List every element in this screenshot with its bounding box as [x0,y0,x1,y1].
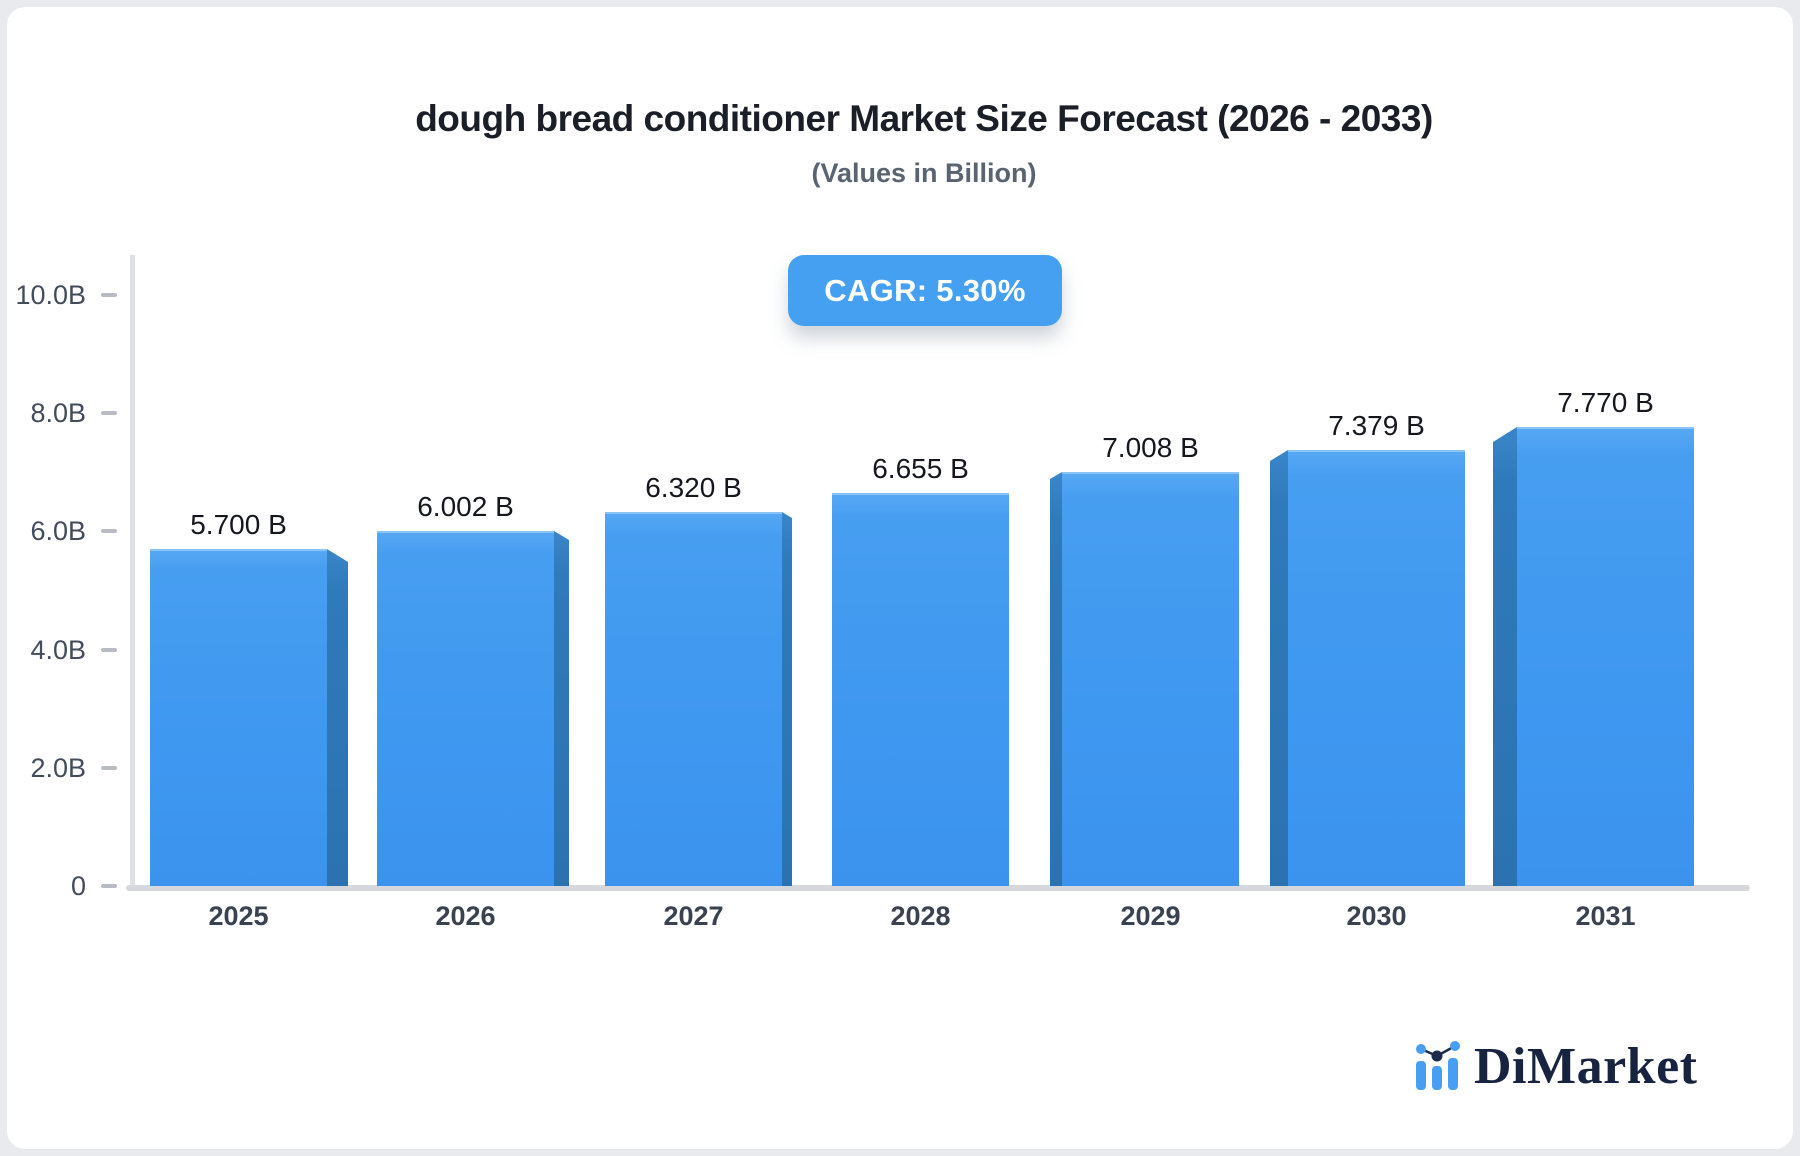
bar-value-label: 7.770 B [1557,387,1654,418]
y-axis-tick [101,884,117,888]
x-axis-label: 2030 [1346,901,1407,931]
y-axis-line [130,255,135,886]
x-axis-label: 2031 [1575,901,1636,931]
x-axis-label: 2028 [890,901,951,931]
y-axis-tick [101,411,117,415]
y-axis-label: 4.0B [30,635,86,665]
bar-2025 [150,549,327,886]
bar-2027 [605,512,782,886]
bar-2030 [1288,450,1465,886]
bar-value-label: 6.320 B [645,472,742,503]
bar-value-label: 5.700 B [190,509,287,540]
bar-2028 [832,493,1009,886]
brand-name: DiMarket [1474,1037,1698,1095]
bar-value-label: 6.002 B [417,491,514,522]
bar-value-label: 7.379 B [1328,410,1425,441]
y-axis-label: 2.0B [30,753,86,783]
y-axis-label: 0 [70,871,86,901]
bar-3d-side-2031 [1493,427,1517,886]
x-axis-label: 2026 [435,901,496,931]
bar-3d-side-2027 [782,512,792,886]
y-axis-tick [101,766,117,770]
x-axis-label: 2029 [1120,901,1181,931]
brand-logo[interactable]: DiMarket [1414,1036,1697,1096]
bar-value-label: 6.655 B [872,453,969,484]
bar-2031 [1517,427,1694,886]
y-axis-tick [101,529,117,533]
x-axis-label: 2027 [663,901,724,931]
cagr-badge: CAGR: 5.30% [788,255,1062,326]
chart-subtitle: (Values in Billion) [811,158,1037,188]
y-axis-label: 6.0B [30,516,86,546]
bar-3d-side-2030 [1270,450,1288,886]
x-axis-line [126,885,1750,891]
y-axis-label: 10.0B [15,280,86,310]
bar-2026 [377,531,554,886]
y-axis-tick [101,648,117,652]
x-axis-label: 2025 [208,901,269,931]
mini-bar-chart-icon [1414,1040,1462,1092]
bar-3d-side-2026 [554,531,569,886]
chart-title: dough bread conditioner Market Size Fore… [415,98,1433,139]
y-axis-label: 8.0B [30,398,86,428]
bar-3d-side-2025 [327,549,348,886]
bar-value-label: 7.008 B [1102,432,1199,463]
bar-2029 [1062,472,1239,886]
bar-3d-side-2029 [1050,472,1062,886]
y-axis-tick [101,293,117,297]
